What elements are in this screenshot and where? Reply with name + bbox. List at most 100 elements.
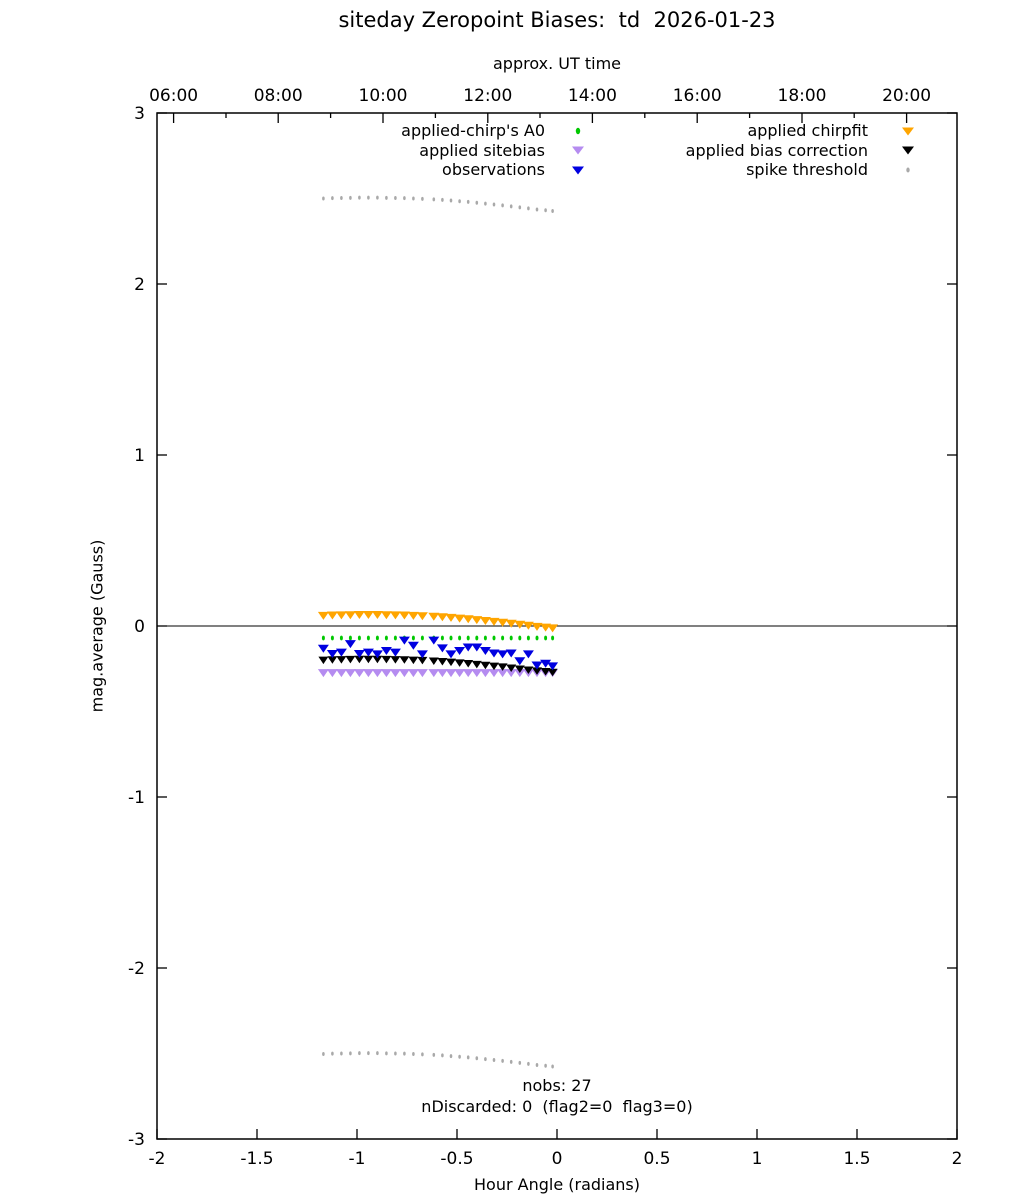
data-point-a0 [330,635,334,641]
data-point-biascorr [336,656,347,664]
legend-row-observations: observations [157,160,611,180]
x-tick-label: 1.5 [843,1149,870,1169]
legend-label-chirpfit: applied chirpfit [747,121,868,140]
data-point-obs [362,648,374,657]
data-point-biascorr [532,667,542,675]
data-point-biascorr [506,664,517,672]
data-point-a0 [348,635,352,641]
data-point-biascorr [354,655,365,664]
data-point-a0 [492,635,496,641]
data-point-biascorr [540,668,551,676]
data-point-sitebias [488,669,500,678]
data-point-sitebias [454,669,466,678]
data-point-spike [441,1053,444,1058]
x-tick-label: -1.5 [240,1149,273,1169]
x-tick-label: 0.5 [643,1149,670,1169]
data-point-obs [416,650,428,659]
data-point-sitebias [344,669,356,678]
data-point-sitebias [471,669,483,678]
data-point-biascorr [454,659,465,667]
x2-tick-label: 16:00 [673,86,722,106]
data-point-biascorr [497,663,508,671]
data-point-a0 [544,635,548,641]
x2-tick-label: 08:00 [254,86,303,106]
data-point-sitebias [416,669,428,678]
data-point-a0 [535,635,539,641]
data-point-chirpfit [398,611,410,620]
data-point-a0 [321,635,325,641]
data-point-spike [412,1052,415,1057]
legend-label-observations: observations [442,160,545,179]
nobs-annotation: nobs: 27 [522,1076,592,1095]
data-point-obs [522,650,534,659]
y-tick-label: 0 [134,617,145,637]
data-point-sitebias [479,669,491,678]
data-point-a0 [449,635,453,641]
data-point-biascorr [480,661,491,670]
data-point-chirpfit [317,611,329,620]
data-point-obs [514,657,526,666]
x2-tick-label: 12:00 [463,86,512,106]
data-point-spike [432,1052,436,1057]
data-point-a0 [466,635,470,641]
data-point-biascorr [463,660,474,668]
data-point-spike [349,195,352,200]
data-point-obs [479,646,491,655]
data-point-sitebias [462,669,474,678]
data-point-sitebias [445,669,457,678]
data-point-chirpfit [428,612,440,621]
data-point-sitebias [335,669,347,678]
data-point-biascorr [327,656,338,664]
data-point-spike [466,199,470,204]
data-point-biascorr [372,655,383,664]
legend-label-sitebias: applied sitebias [419,140,545,160]
data-point-biascorr [318,656,329,665]
data-point-spike [376,1051,379,1056]
data-point-chirpfit [353,611,365,620]
data-point-spike [394,195,397,200]
data-point-spike [340,1051,343,1056]
legend: applied-chirp's A0 applied sitebias obse… [157,121,957,181]
legend-column-right: applied chirpfit applied bias correction… [157,121,948,180]
data-point-obs [436,644,448,653]
data-point-spike [441,197,444,202]
data-point-chirpfit [416,612,428,621]
a0-dot-icon [545,124,611,138]
data-point-chirpfit [522,621,534,630]
data-point-obs [317,644,329,653]
data-point-spike [509,1059,513,1064]
data-point-chirpfit [445,613,457,622]
data-point-spike [449,198,453,203]
data-point-sitebias [505,669,517,678]
data-point-spike [551,1064,554,1069]
data-point-spike [527,206,530,211]
data-point-a0 [526,635,530,641]
data-point-a0 [411,635,415,641]
top-axis-label: approx. UT time [493,54,621,73]
data-point-a0 [458,635,462,641]
data-point-chirpfit [479,617,491,626]
data-point-obs [353,650,365,659]
data-point-obs [462,643,474,652]
data-point-chirpfit [371,611,383,620]
data-point-chirpfit [344,611,356,620]
data-point-obs [488,649,500,658]
data-point-spike [501,203,504,208]
data-point-a0 [366,635,370,641]
data-point-biascorr [399,656,410,664]
data-point-spike [385,1051,388,1056]
x2-tick-label: 20:00 [882,86,931,106]
data-point-biascorr [471,660,482,669]
data-point-chirpfit [497,618,509,627]
data-point-a0 [475,635,479,641]
x-tick-label: -1 [349,1149,366,1169]
data-point-spike [544,208,547,213]
data-point-spike [322,1052,325,1057]
data-point-sitebias [497,669,509,678]
data-point-a0 [501,635,505,641]
data-point-obs [344,640,356,649]
data-point-sitebias [362,669,374,678]
data-point-spike [449,1054,453,1059]
data-point-spike [509,204,513,209]
